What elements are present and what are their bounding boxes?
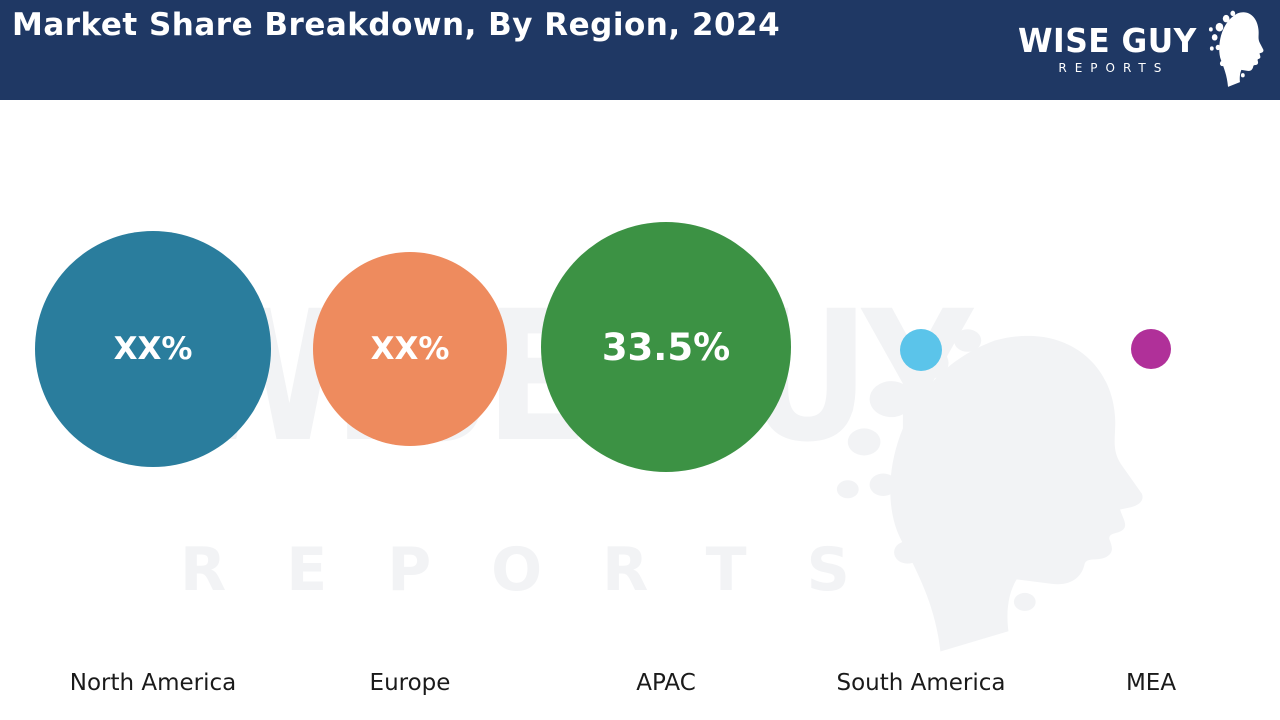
brand-subtext: REPORTS — [1058, 61, 1170, 75]
brand-logo: WISE GUY REPORTS — [1018, 8, 1270, 88]
bubble-mea — [1131, 329, 1171, 369]
bubble-europe: XX% — [313, 252, 507, 446]
bubble-value-label: XX% — [113, 331, 193, 367]
bubble-apac: 33.5% — [541, 222, 791, 472]
header-bar: Market Share Breakdown, By Region, 2024 … — [0, 0, 1280, 100]
category-label-europe: Europe — [369, 670, 451, 696]
category-label-south-america: South America — [836, 670, 1006, 696]
category-label-apac: APAC — [636, 670, 696, 696]
bubble-chart: WISE GUY REPORTS XX% XX% 33.5% North Ame… — [0, 100, 1280, 720]
category-label-mea: MEA — [1125, 670, 1177, 696]
bubble-value-label: XX% — [370, 331, 450, 367]
chart-title: Market Share Breakdown, By Region, 2024 — [12, 7, 781, 43]
watermark-head-icon — [831, 329, 1143, 652]
watermark-subtext: REPORTS — [180, 535, 910, 605]
bubble-value-label: 33.5% — [601, 325, 731, 369]
bubble-south-america — [900, 329, 942, 371]
brand-name: WISE GUY — [1017, 21, 1197, 60]
wiseguy-head-icon — [1208, 10, 1264, 87]
brand-wordmark: WISE GUY REPORTS — [1018, 24, 1206, 75]
category-label-north-america: North America — [69, 670, 237, 696]
bubble-north-america: XX% — [35, 231, 271, 467]
